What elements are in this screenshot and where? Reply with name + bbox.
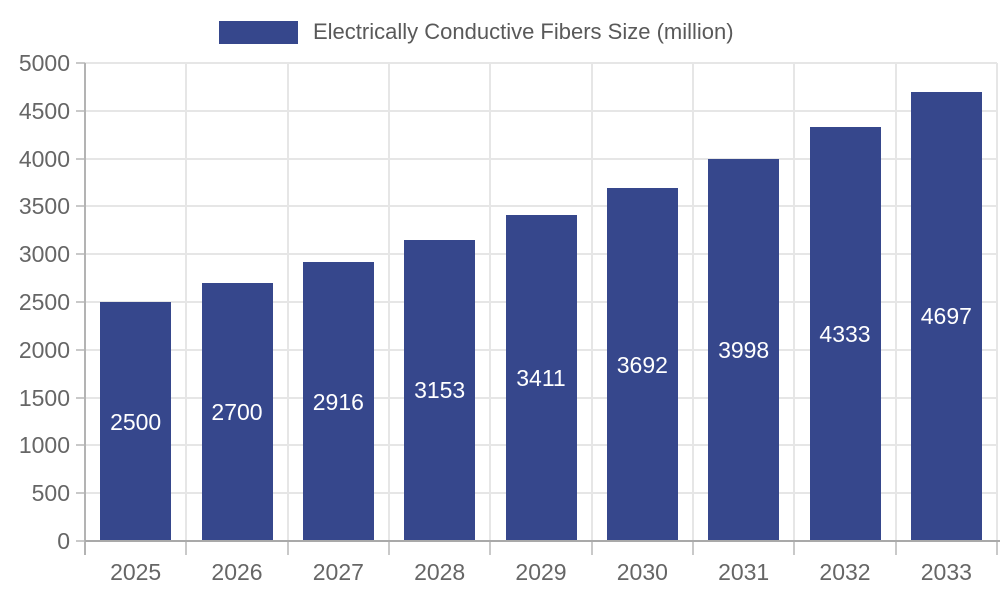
y-tick-label: 3500: [18, 193, 70, 220]
y-tick-label: 1500: [18, 384, 70, 411]
x-gridline: [590, 63, 593, 541]
bar-value-label: 4333: [819, 320, 871, 347]
bar-2027: [302, 262, 374, 541]
y-tick-mark: [76, 301, 85, 303]
y-gridline: [85, 109, 997, 112]
x-tick-mark: [185, 541, 188, 555]
legend-label: Electrically Conductive Fibers Size (mil…: [313, 19, 734, 44]
bar-value-label: 4697: [920, 303, 972, 330]
bar-2030: [606, 188, 678, 541]
y-tick-mark: [76, 444, 85, 447]
x-gridline: [996, 63, 998, 541]
y-gridline: [85, 205, 997, 208]
x-tick-label: 2030: [616, 559, 668, 585]
x-tick-mark: [286, 541, 289, 555]
bar-2028: [404, 239, 476, 541]
x-tick-label: 2032: [819, 559, 871, 585]
y-tick-label: 4000: [18, 145, 70, 172]
bar-value-label: 2916: [312, 388, 364, 415]
y-tick-label: 3000: [18, 241, 70, 268]
y-gridline: [85, 157, 997, 160]
y-tick-label: 5000: [18, 50, 70, 76]
y-tick-mark: [76, 396, 85, 399]
x-tick-label: 2027: [312, 559, 364, 585]
y-tick-mark: [76, 348, 85, 351]
y-tick-label: 500: [31, 480, 70, 507]
x-gridline: [894, 63, 897, 541]
bar-2029: [505, 214, 577, 541]
bar-2025: [100, 302, 172, 541]
bar-2026: [201, 282, 273, 541]
x-tick-label: 2029: [515, 559, 567, 585]
x-tick-mark: [489, 541, 492, 555]
y-tick-mark: [76, 109, 85, 112]
y-tick-mark: [76, 205, 85, 208]
x-tick-label: 2031: [718, 559, 770, 585]
x-gridline: [388, 63, 390, 541]
x-tick-label: 2026: [211, 559, 263, 585]
y-tick-label: 0: [57, 528, 70, 554]
y-tick-label: 2000: [18, 336, 70, 363]
bar-value-label: 3692: [616, 351, 668, 378]
bar-2031: [708, 158, 780, 541]
y-tick-label: 4500: [18, 97, 70, 124]
x-gridline: [489, 63, 492, 541]
bar-value-label: 2500: [110, 408, 162, 435]
bar-value-label: 3153: [414, 377, 466, 404]
y-axis-line: [84, 63, 86, 555]
x-tick-mark: [996, 541, 998, 555]
y-tick-mark: [76, 540, 85, 542]
x-tick-mark: [793, 541, 796, 555]
y-gridline: [85, 62, 997, 64]
bar-value-label: 2700: [211, 398, 263, 425]
y-tick-label: 1000: [18, 432, 70, 459]
x-axis-line: [85, 540, 1000, 542]
bar-value-label: 3411: [516, 364, 566, 391]
x-gridline: [185, 63, 188, 541]
bar-2032: [809, 126, 881, 541]
bar-2033: [910, 91, 982, 541]
legend-swatch: [219, 20, 298, 44]
y-tick-mark: [76, 253, 85, 256]
x-gridline: [793, 63, 796, 541]
x-tick-label: 2028: [414, 559, 466, 585]
x-tick-mark: [692, 541, 694, 555]
y-tick-mark: [76, 157, 85, 160]
x-tick-mark: [388, 541, 390, 555]
x-tick-label: 2025: [110, 559, 162, 585]
bar-value-label: 3998: [718, 336, 770, 363]
x-gridline: [286, 63, 289, 541]
y-tick-label: 2500: [18, 289, 70, 315]
y-tick-mark: [76, 62, 85, 64]
y-tick-mark: [76, 492, 85, 495]
x-gridline: [692, 63, 694, 541]
legend: Electrically Conductive Fibers Size (mil…: [219, 20, 734, 44]
x-tick-mark: [894, 541, 897, 555]
x-tick-mark: [590, 541, 593, 555]
x-tick-label: 2033: [920, 559, 972, 585]
